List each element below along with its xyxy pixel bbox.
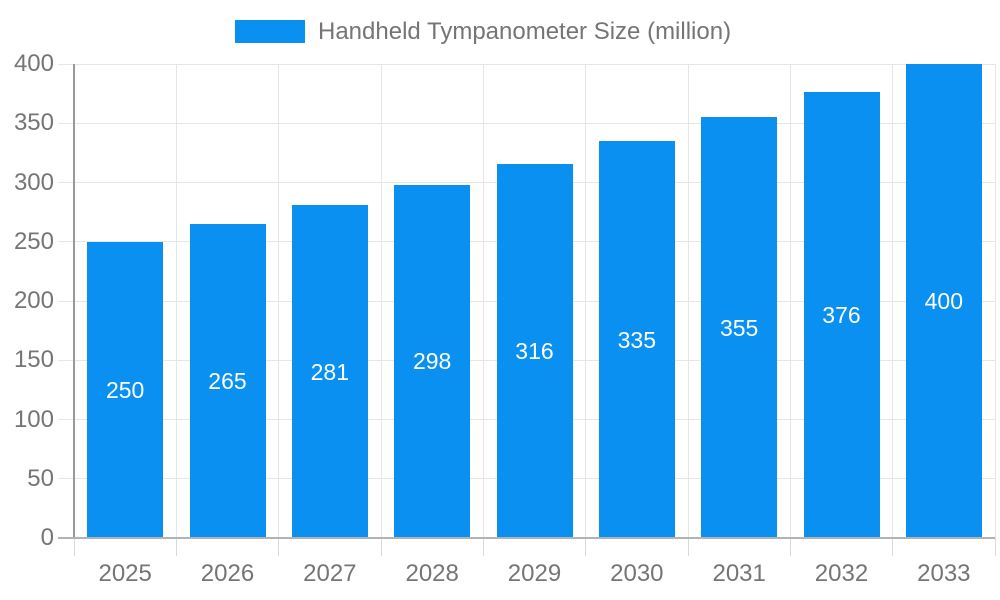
- bar-2026: [189, 223, 266, 538]
- x-axis-tick: [687, 538, 689, 556]
- x-axis-tick-label: 2032: [814, 560, 869, 587]
- x-gridline: [687, 64, 689, 538]
- y-axis-tick-label: 200: [13, 287, 54, 314]
- x-gridline: [175, 64, 177, 538]
- bar-2029: [496, 163, 573, 538]
- x-axis-tick-label: 2028: [405, 560, 459, 587]
- x-axis-tick-label: 2027: [303, 560, 357, 587]
- y-axis-tick-label: 350: [13, 109, 54, 137]
- bar-2025: [87, 241, 164, 538]
- x-axis-tick-label: 2026: [200, 560, 255, 587]
- bar-value-label: 250: [105, 376, 145, 403]
- x-axis-tick: [278, 538, 280, 556]
- legend-swatch: [235, 20, 305, 43]
- y-axis-tick-label: 100: [13, 405, 54, 433]
- x-gridline: [892, 64, 894, 538]
- legend-label: Handheld Tympanometer Size (million): [318, 18, 732, 45]
- y-gridline: [58, 63, 995, 65]
- bar-value-label: 281: [310, 358, 349, 385]
- bar-value-label: 400: [924, 288, 963, 314]
- x-axis-tick: [789, 538, 791, 556]
- x-axis-line: [58, 537, 995, 539]
- x-axis-tick-label: 2033: [917, 560, 971, 587]
- x-axis-tick: [585, 538, 587, 556]
- bar-2027: [291, 205, 368, 538]
- y-axis-tick-label: 0: [40, 524, 54, 551]
- x-gridline: [585, 64, 587, 538]
- bar-2028: [394, 184, 471, 538]
- x-axis-tick: [175, 538, 177, 556]
- x-axis-tick: [482, 538, 484, 556]
- y-axis-tick-label: 150: [13, 346, 54, 374]
- bar-2031: [701, 117, 778, 538]
- y-axis-tick-label: 400: [13, 50, 54, 77]
- y-axis-tick-label: 250: [13, 227, 54, 255]
- legend: Handheld Tympanometer Size (million): [235, 18, 731, 45]
- x-axis-tick: [892, 538, 894, 556]
- x-gridline: [789, 64, 791, 538]
- x-gridline: [380, 64, 382, 538]
- x-axis-tick-label: 2025: [98, 560, 152, 587]
- bar-2032: [803, 92, 880, 538]
- x-gridline: [482, 64, 484, 538]
- bar-value-label: 355: [719, 314, 759, 341]
- x-axis-tick: [380, 538, 382, 556]
- bar-value-label: 316: [515, 337, 554, 364]
- x-gridline: [994, 64, 996, 538]
- bar-2033: [905, 64, 982, 538]
- bar-value-label: 265: [208, 367, 247, 394]
- x-axis-tick: [994, 538, 996, 556]
- y-gridline: [58, 122, 995, 124]
- x-axis-tick-label: 2029: [507, 560, 562, 587]
- y-axis-tick-label: 300: [13, 168, 54, 196]
- y-axis-line: [73, 64, 75, 538]
- bar-value-label: 376: [822, 302, 861, 329]
- x-axis-tick-label: 2030: [610, 560, 664, 587]
- x-axis-tick: [73, 538, 75, 556]
- x-axis-tick-label: 2031: [712, 560, 766, 587]
- y-axis-tick-label: 50: [27, 464, 54, 492]
- bar-value-label: 298: [412, 348, 452, 375]
- x-gridline: [278, 64, 280, 538]
- bar-value-label: 335: [617, 326, 656, 353]
- bar-2030: [598, 141, 675, 538]
